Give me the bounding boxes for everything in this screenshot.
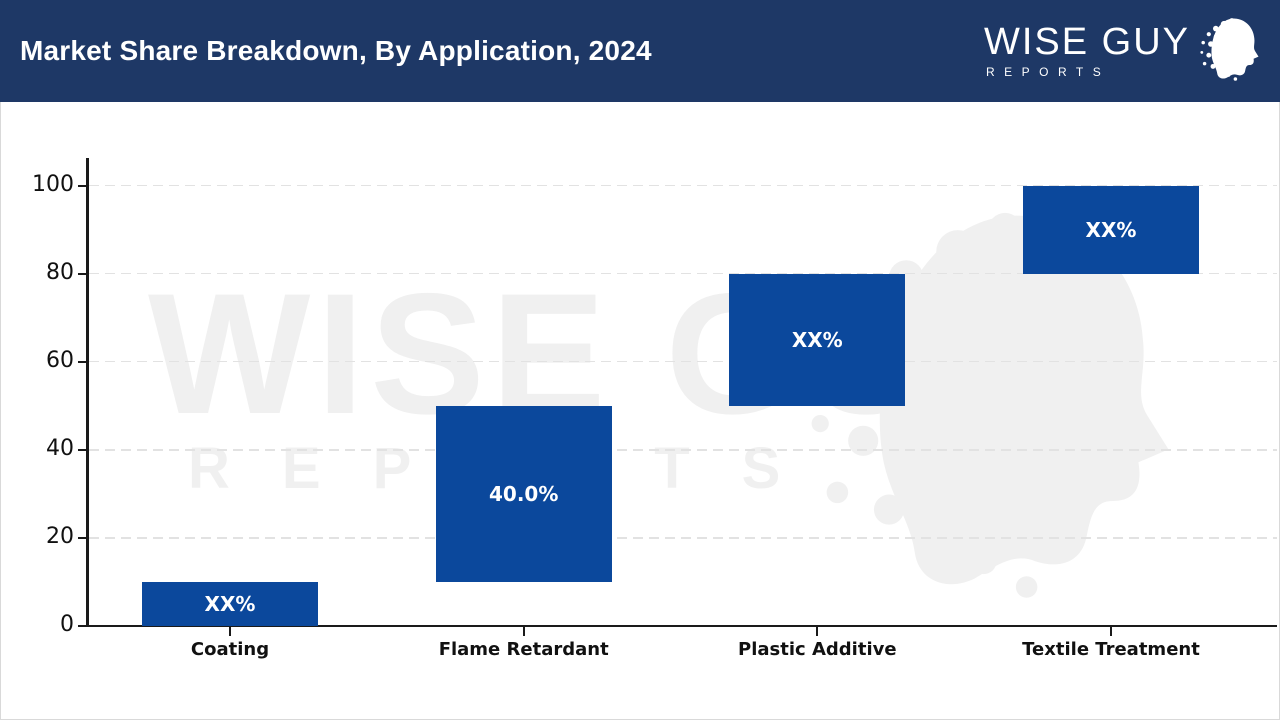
brand-reports-text: REPORTS — [985, 65, 1111, 79]
bar-value-label: XX% — [1085, 217, 1137, 242]
y-tick-mark — [78, 536, 87, 539]
brand-wordmark: WISE GUY REPORTS — [984, 23, 1190, 79]
gridline-y80 — [89, 272, 1277, 275]
category-label: Flame Retardant — [438, 639, 609, 660]
x-tick-mark — [522, 627, 525, 636]
y-tick-mark — [78, 184, 87, 187]
y-axis-line — [86, 158, 89, 627]
y-tick-mark — [78, 625, 87, 627]
brand-logo: WISE GUY REPORTS — [984, 11, 1262, 91]
bar-value-label: XX% — [204, 591, 256, 616]
bar-value-label: XX% — [791, 327, 843, 352]
x-axis-line — [86, 624, 1277, 627]
y-tick-mark — [78, 360, 87, 363]
bar-coating: XX% — [142, 581, 318, 626]
category-label: Textile Treatment — [1022, 639, 1200, 660]
gridline-y20 — [89, 537, 1277, 539]
y-tick-label: 0 — [60, 612, 74, 637]
gridline-y60 — [89, 360, 1277, 363]
x-tick-mark — [1110, 627, 1112, 636]
y-tick-label: 40 — [46, 435, 74, 461]
y-tick-label: 60 — [46, 347, 74, 373]
y-tick-label: 80 — [46, 259, 74, 285]
category-label: Plastic Additive — [738, 639, 897, 660]
bar-plastic-additive: XX% — [729, 273, 906, 406]
y-tick-mark — [78, 448, 87, 451]
y-tick-label: 20 — [46, 523, 74, 549]
y-tick-label: 100 — [32, 171, 74, 197]
bar-flame-retardant: 40.0% — [435, 405, 612, 582]
y-tick-mark — [78, 272, 87, 275]
bar-value-label: 40.0% — [488, 481, 559, 506]
x-tick-mark — [229, 627, 231, 636]
brand-name-text: WISE GUY — [983, 21, 1190, 63]
page-title: Market Share Breakdown, By Application, … — [20, 35, 652, 66]
gridline-y40 — [89, 449, 1277, 451]
bar-textile-treatment: XX% — [1023, 185, 1199, 274]
category-label: Coating — [190, 639, 270, 660]
header-bar: Market Share Breakdown, By Application, … — [0, 0, 1280, 102]
x-tick-mark — [816, 627, 819, 636]
gridline-y100 — [89, 184, 1277, 187]
